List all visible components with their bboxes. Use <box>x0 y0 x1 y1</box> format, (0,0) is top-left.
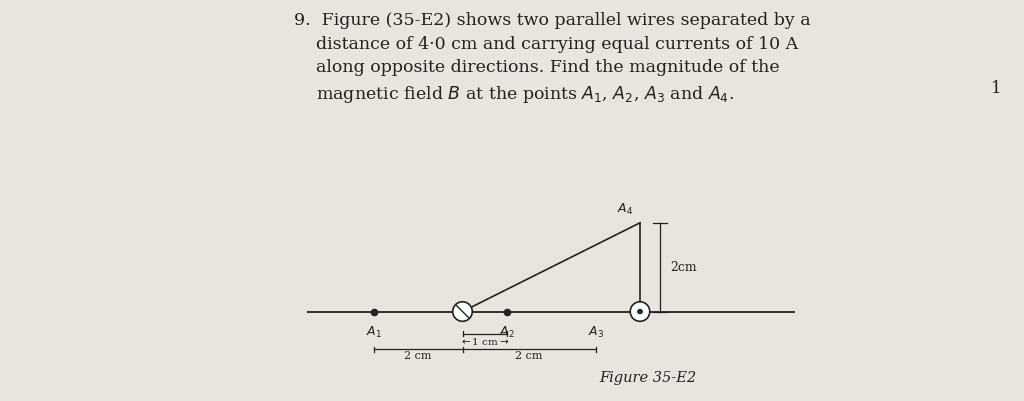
Text: 1: 1 <box>991 80 1001 97</box>
Text: 2 cm: 2 cm <box>515 352 543 361</box>
Text: $A_2$: $A_2$ <box>499 325 515 340</box>
Text: 2cm: 2cm <box>670 261 696 273</box>
Circle shape <box>453 302 472 321</box>
Text: $A_3$: $A_3$ <box>588 325 604 340</box>
Circle shape <box>630 302 650 321</box>
Text: $\leftarrow$1 cm$\rightarrow$: $\leftarrow$1 cm$\rightarrow$ <box>460 336 510 347</box>
Circle shape <box>638 309 642 314</box>
Text: Figure 35-E2: Figure 35-E2 <box>599 371 696 385</box>
Text: $A_1$: $A_1$ <box>366 325 382 340</box>
Text: $A_4$: $A_4$ <box>617 203 633 217</box>
Text: 2 cm: 2 cm <box>404 352 432 361</box>
Text: 9.  Figure (35-E2) shows two parallel wires separated by a
    distance of 4·0 c: 9. Figure (35-E2) shows two parallel wir… <box>294 12 811 105</box>
